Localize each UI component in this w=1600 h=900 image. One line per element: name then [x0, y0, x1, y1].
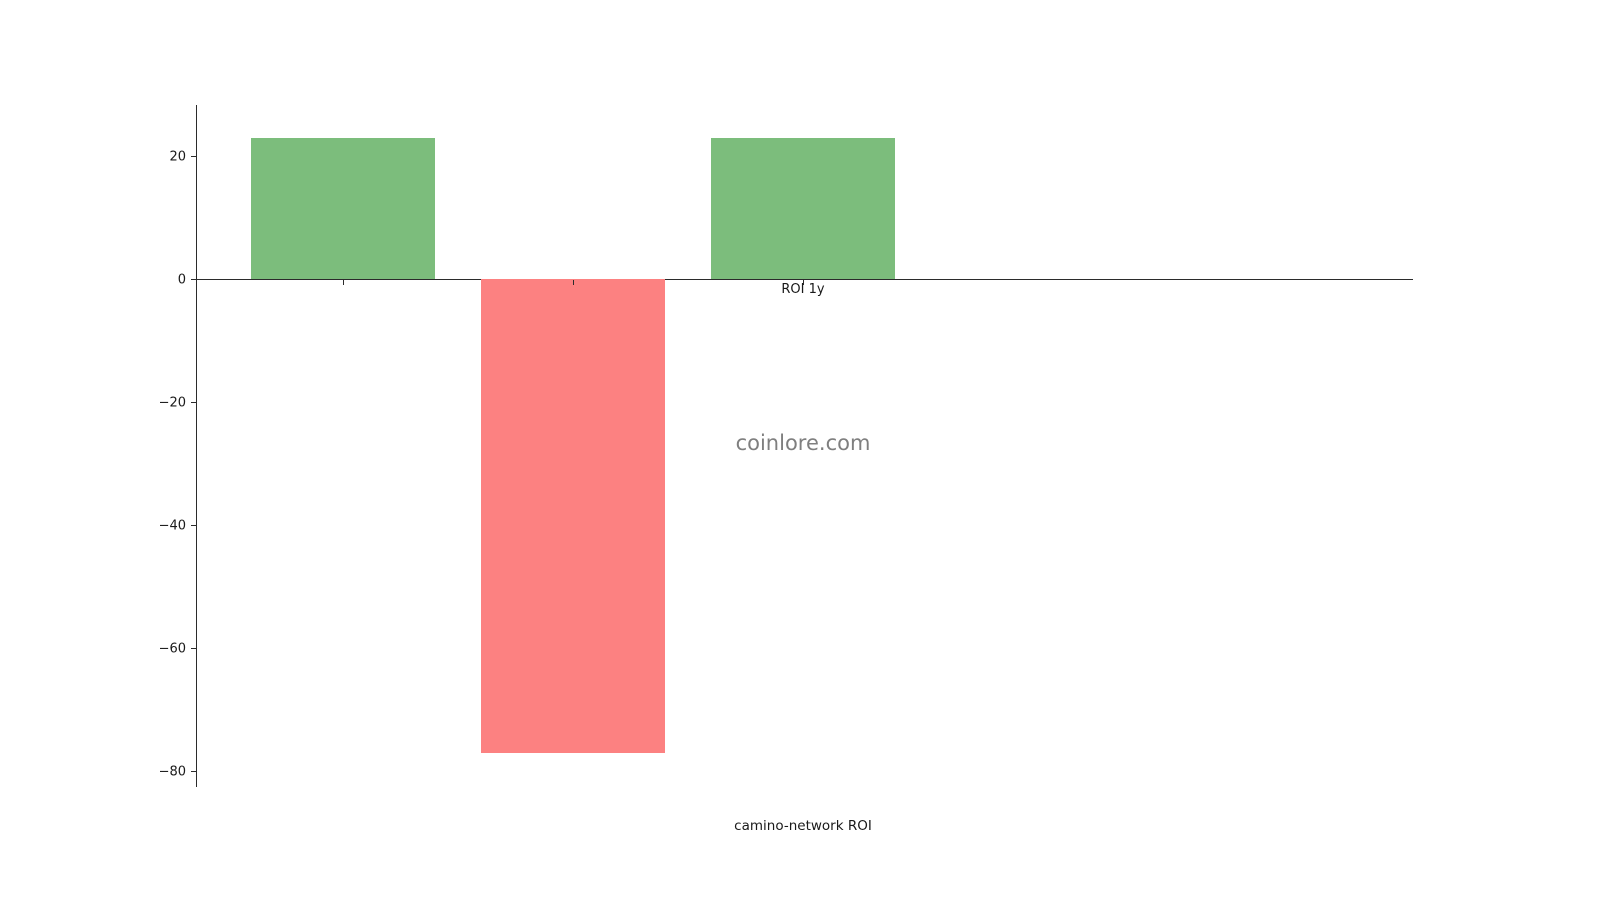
- y-tick-mark: [191, 771, 196, 772]
- y-tick-mark: [191, 525, 196, 526]
- x-tick-mark: [343, 280, 344, 285]
- y-tick-mark: [191, 279, 196, 280]
- y-tick-label: 20: [169, 149, 186, 164]
- y-axis-spine: [196, 105, 197, 787]
- watermark-text: coinlore.com: [735, 431, 871, 455]
- y-tick-mark: [191, 156, 196, 157]
- x-tick-mark: [573, 280, 574, 285]
- y-tick-mark: [191, 648, 196, 649]
- x-tick-label: ROI 1y: [781, 282, 825, 297]
- y-tick-label: −80: [158, 764, 186, 779]
- x-tick-mark: [803, 280, 804, 285]
- y-tick-label: −20: [158, 395, 186, 410]
- bar-series-2: [481, 279, 665, 753]
- y-tick-label: −60: [158, 641, 186, 656]
- y-tick-mark: [191, 402, 196, 403]
- y-tick-label: 0: [177, 272, 186, 287]
- chart-xlabel: camino-network ROI: [734, 818, 872, 834]
- x-axis-zero-line: [196, 279, 1413, 280]
- y-tick-label: −40: [158, 518, 186, 533]
- bar-roi-1y: [711, 137, 895, 279]
- bar-series-1: [251, 137, 435, 279]
